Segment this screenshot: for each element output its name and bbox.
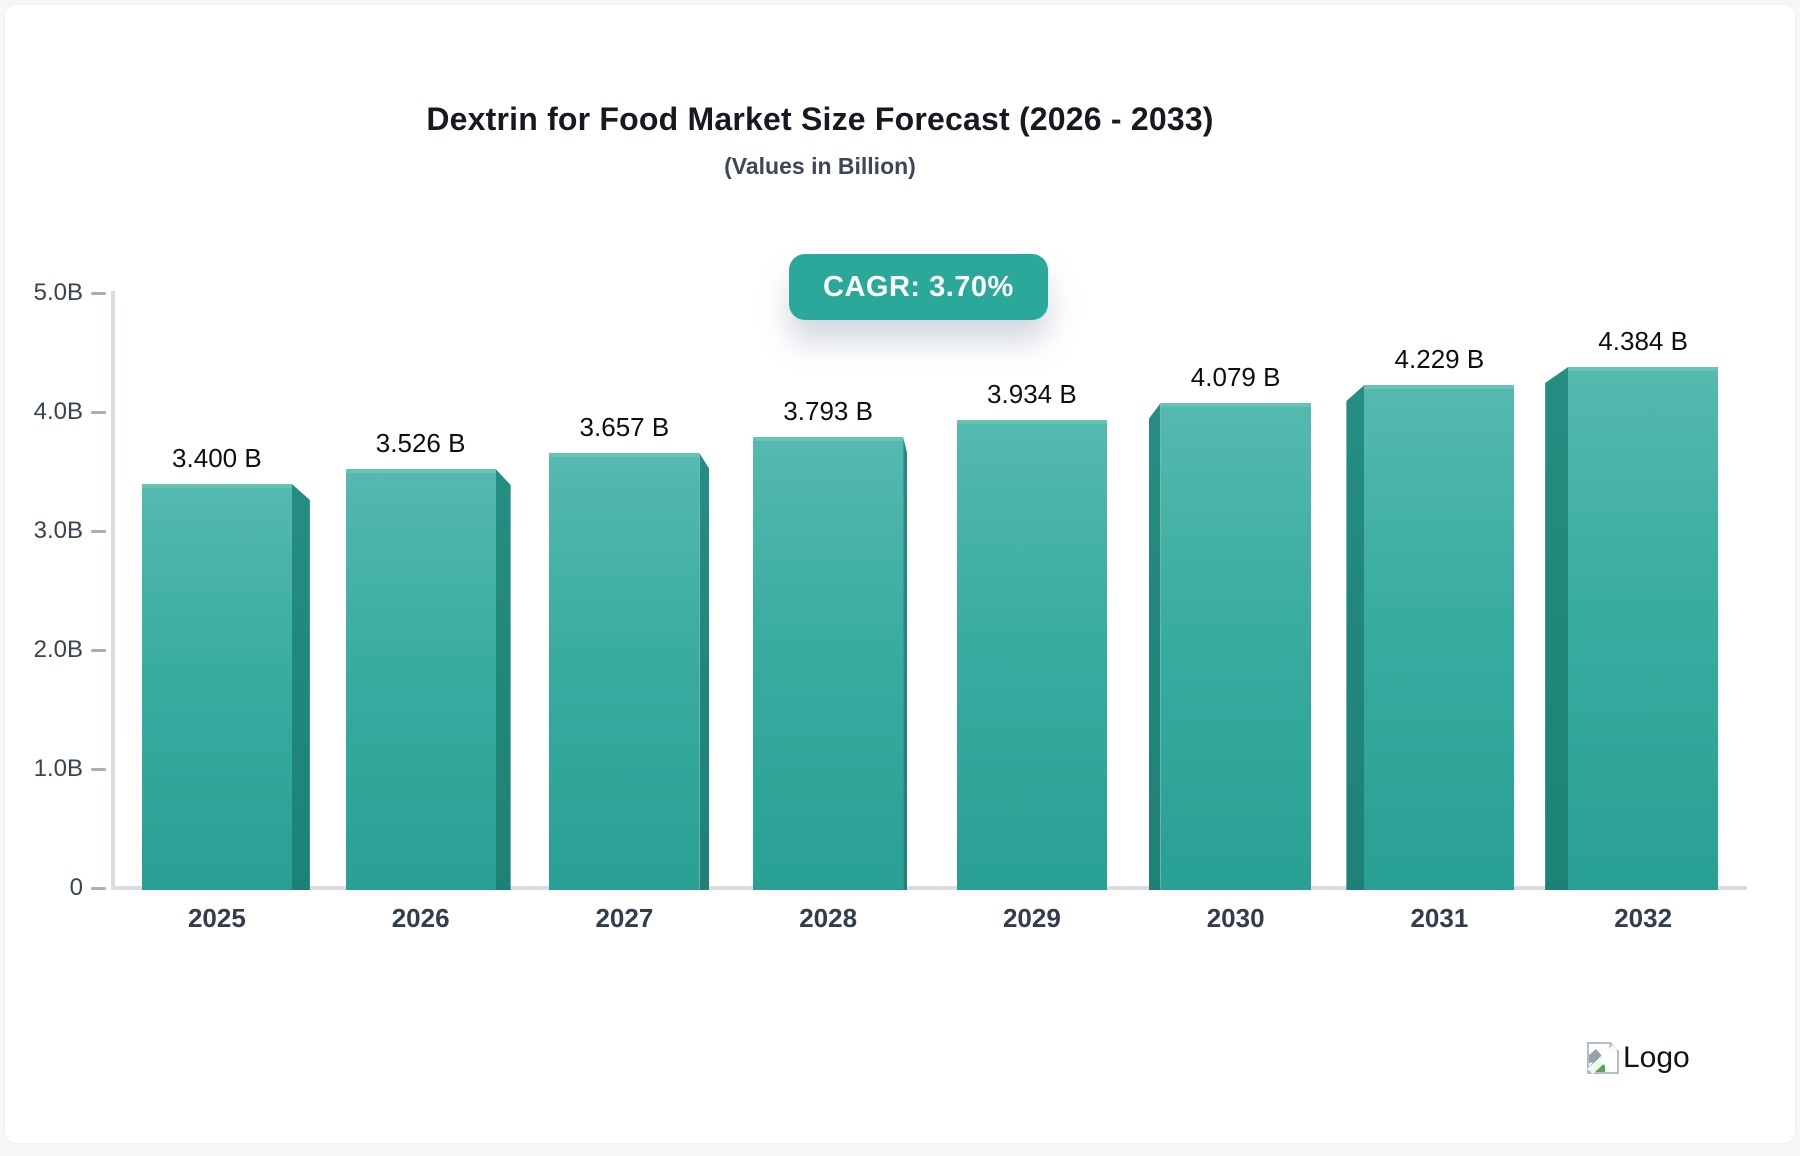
bar-fill	[141, 484, 292, 890]
bar-slot: 4.229 B	[1338, 293, 1542, 890]
bar-fill	[956, 420, 1107, 890]
bar-3d-side	[1346, 385, 1365, 890]
bar-fill	[753, 437, 904, 890]
broken-image-icon	[1587, 1041, 1620, 1074]
bar-slot: 3.793 B	[726, 293, 930, 890]
chart-title: Dextrin for Food Market Size Forecast (2…	[426, 101, 1214, 137]
bar-slot: 3.400 B	[115, 293, 319, 890]
bar-value-label: 4.079 B	[1190, 362, 1281, 392]
bars-row: 3.400 B 3.526 B 3.657 B 3.793 B 3.934 B 4.079…	[115, 293, 1745, 890]
bar-value-label: 3.526 B	[375, 428, 466, 458]
y-axis-tick	[91, 649, 106, 652]
bar-2028: 3.793 B	[753, 396, 908, 890]
bar-3d-side	[1545, 367, 1569, 890]
bar-2025: 3.400 B	[141, 443, 310, 890]
bar-3d-side	[699, 453, 710, 890]
bar-3d-side	[1148, 403, 1161, 890]
bar-3d-side	[495, 469, 511, 890]
bar-slot: 3.657 B	[523, 293, 727, 890]
x-axis-label: 2025	[187, 903, 246, 933]
bar-value-label: 4.384 B	[1598, 326, 1688, 356]
y-axis-tick	[91, 768, 106, 771]
bar-slot: 3.934 B	[930, 293, 1134, 890]
bar-fill	[1160, 403, 1311, 890]
bar-fill	[1568, 367, 1719, 890]
bar-slot: 4.384 B	[1541, 293, 1745, 890]
bar-slot: 3.526 B	[319, 293, 523, 890]
bar-value-label: 3.934 B	[987, 379, 1077, 409]
y-axis-tick	[91, 411, 106, 414]
chart-subtitle: (Values in Billion)	[724, 153, 916, 179]
x-axis-label: 2029	[1002, 903, 1061, 933]
bar-value-label: 4.229 B	[1394, 344, 1485, 374]
x-axis-line	[111, 886, 1747, 890]
x-axis-label: 2032	[1614, 903, 1673, 933]
bar-2026: 3.526 B	[345, 428, 511, 890]
bar-2027: 3.657 B	[549, 412, 710, 890]
logo: Logo	[1585, 1041, 1690, 1075]
y-axis-label: 2.0B	[33, 636, 83, 663]
cagr-badge: CAGR: 3.70%	[789, 254, 1048, 320]
bar-3d-side	[291, 484, 310, 890]
logo-text: Logo	[1623, 1041, 1690, 1074]
bar-slot: 4.079 B	[1134, 293, 1338, 890]
y-axis-tick	[91, 292, 106, 295]
bar-2032: 4.384 B	[1545, 326, 1719, 890]
x-axis-labels: 2025 2026 2027 2028 2029 2030 2031 2032	[115, 903, 1745, 934]
bar-fill	[345, 469, 496, 890]
y-axis-label: 5.0B	[33, 279, 83, 306]
y-axis-line	[111, 291, 115, 890]
y-axis-label: 3.0B	[33, 517, 83, 544]
y-axis-label: 0	[69, 874, 83, 901]
y-axis-label: 4.0B	[33, 398, 83, 425]
x-axis-label: 2031	[1410, 903, 1469, 933]
bar-2031: 4.229 B	[1346, 344, 1515, 890]
bar-fill	[1364, 385, 1515, 890]
bar-2029: 3.934 B	[956, 379, 1107, 890]
bar-value-label: 3.400 B	[172, 443, 262, 473]
chart-card: Dextrin for Food Market Size Forecast (2…	[4, 4, 1796, 1144]
x-axis-label: 2030	[1206, 903, 1265, 933]
y-axis-label: 1.0B	[33, 755, 83, 782]
bar-fill	[549, 453, 700, 890]
y-axis-tick	[91, 887, 106, 890]
bar-2030: 4.079 B	[1148, 362, 1311, 890]
bar-value-label: 3.793 B	[783, 396, 873, 426]
x-axis-label: 2028	[799, 903, 858, 933]
bar-value-label: 3.657 B	[579, 412, 670, 442]
y-axis-tick	[91, 530, 106, 533]
x-axis-label: 2027	[595, 903, 654, 933]
x-axis-label: 2026	[391, 903, 450, 933]
bar-3d-side	[903, 437, 908, 890]
